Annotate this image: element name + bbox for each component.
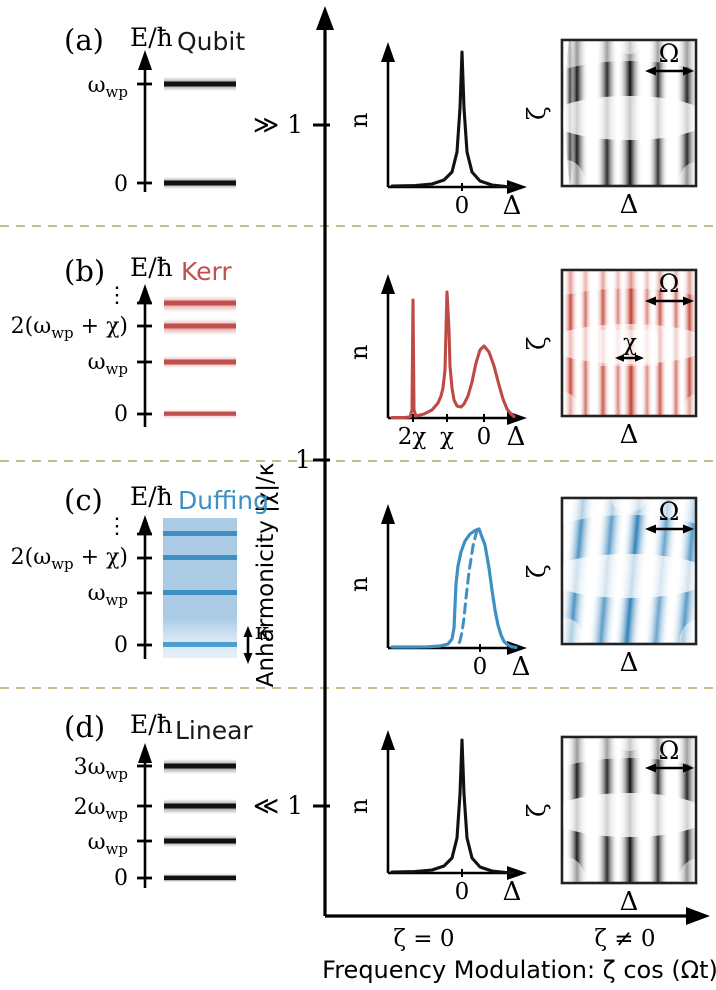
panel-d-plot-ylabel: n [345,799,373,814]
panel-b-plot-ylabel: n [345,345,373,360]
panel-d-level-axis [137,743,152,888]
panel-d-plot-xtick-0: 0 [455,879,470,905]
panel-a-omega-label: Ω [659,39,680,68]
panel-b: (b) E/ħ Kerr ⋮ 2(ωwp + χ) ωwp 0 [11,253,698,452]
panel-b-omega-label: Ω [659,269,680,298]
panel-a-spectrum [381,42,527,194]
panel-b-chi-scalebar [615,354,644,362]
panel-b-plot-xtick-0: 0 [477,424,492,450]
panel-b-heatmap-xlabel: Δ [620,420,639,450]
panel-d-heatmap-ylabel: ζ [522,803,551,817]
panel-c-levels [163,518,237,658]
panel-b-chi-label: χ [623,330,637,356]
panel-a: (a) E/ħ Qubit ωwp 0 n 0 Δ [64,23,698,221]
panel-c-plot-xtick-0: 0 [473,654,488,680]
panel-a-plot-ylabel: n [345,113,373,128]
panel-c-level-label-0: 0 [114,633,128,658]
panel-b-tag: (b) [64,254,105,288]
panel-d-omega-label: Ω [659,736,680,765]
panel-c-kappa-label: κ [255,619,270,645]
panel-c-kappa-scalebar [243,626,253,664]
panel-b-heatmap: Ω χ [560,268,698,418]
panel-d-level-label-0: 0 [114,866,128,891]
panel-c-heatmap-xlabel: Δ [620,648,639,678]
panel-b-level-label-dots: ⋮ [106,283,128,308]
panel-b-level-label-2: 2(ωwp + χ) [11,314,128,342]
panel-b-spectrum [381,274,527,425]
panel-c-spectrum [381,504,527,655]
row-separators [0,225,716,689]
panel-b-heatmap-ylabel: ζ [522,336,551,350]
panel-a-plot-xlabel: Δ [503,191,522,221]
panel-d-level-label-1: ωwp [88,830,128,858]
panel-b-level-label-0: 0 [114,402,128,427]
panel-c-omega-label: Ω [659,497,680,526]
panel-c-level-axis [137,515,152,659]
y-axis-label: Anharmonicity |χ|/κ [253,463,279,688]
panel-a-plot-xtick-0: 0 [455,193,470,219]
panel-c-system-name: Duffing [178,486,269,515]
panel-a-level-axis [137,50,152,192]
panel-a-level-label-0: 0 [114,172,128,197]
x-axis-label: Frequency Modulation: ζ cos (Ωt) [322,956,716,984]
panel-d-heatmap-xlabel: Δ [620,887,639,917]
panel-d-spectrum [381,730,527,880]
panel-c-plot-ylabel: n [345,577,373,592]
panel-c-heatmap-ylabel: ζ [522,564,551,578]
panel-a-heatmap: Ω [560,38,698,188]
panel-a-levels [164,77,236,189]
x-tick-zeta-nonzero: ζ ≠ 0 [595,926,656,952]
panel-a-energy-axis-label: E/ħ [130,23,173,52]
panel-c-omega-scalebar [645,524,694,534]
panel-d-tag: (d) [64,710,105,744]
panel-a-omega-scalebar [645,66,694,76]
panel-b-plot-xtick-chi: χ [440,424,454,450]
x-tick-zeta-zero: ζ = 0 [394,926,455,952]
panel-d-energy-axis-label: E/ħ [130,710,173,739]
panel-a-system-name: Qubit [177,27,245,56]
y-tick-much-less: ≪ 1 [253,791,303,820]
panel-d-heatmap: Ω [560,735,698,885]
panel-c-plot-xlabel: Δ [512,652,531,682]
main-axes [313,6,710,925]
panel-a-tag: (a) [64,23,104,57]
panel-b-omega-scalebar [645,296,694,306]
panel-d-plot-xlabel: Δ [503,877,522,907]
panel-c-energy-axis-label: E/ħ [130,482,173,511]
panel-a-heatmap-ylabel: ζ [522,106,551,120]
panel-c: (c) E/ħ Duffing ⋮ 2(ωwp + χ) ωwp 0 κ [11,482,698,682]
panel-b-energy-axis-label: E/ħ [130,253,173,282]
panel-c-level-label-dots: ⋮ [106,514,128,539]
panel-c-tag: (c) [64,483,103,517]
x-axis-arrowhead [686,907,710,925]
y-tick-one: 1 [295,445,311,474]
panel-b-levels [164,296,236,419]
panel-d: (d) E/ħ Linear 3ωwp 2ωwp ωwp 0 [64,710,698,917]
panel-d-levels [164,759,236,883]
panel-b-plot-xtick-2chi: 2χ [398,424,427,450]
panel-b-level-axis [137,284,152,427]
panel-c-heatmap: Ω [560,496,698,646]
panel-b-plot-xlabel: Δ [507,422,526,452]
panel-d-system-name: Linear [175,716,253,745]
panel-d-omega-scalebar [645,763,694,773]
panel-b-system-name: Kerr [181,257,232,286]
y-axis-arrowhead [316,6,334,30]
panel-a-heatmap-xlabel: Δ [620,190,639,220]
y-tick-much-greater: ≫ 1 [253,110,303,139]
